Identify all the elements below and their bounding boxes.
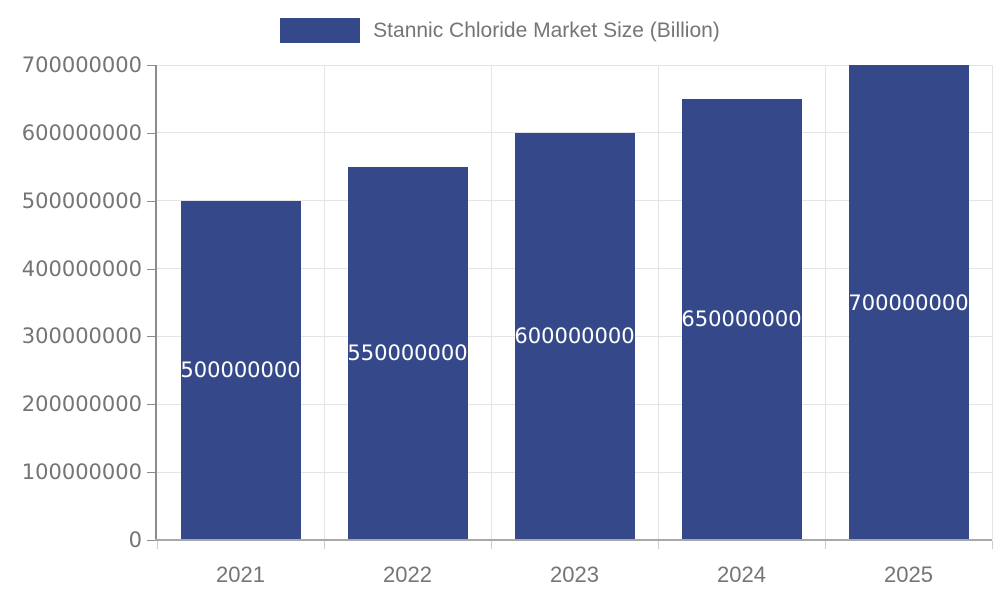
- x-axis-tick: [657, 541, 659, 549]
- x-axis-tick: [323, 541, 325, 549]
- y-axis-tick: [147, 132, 155, 134]
- y-axis-tick: [147, 404, 155, 406]
- bar-2024[interactable]: [681, 98, 802, 540]
- gridline-horizontal: [157, 64, 992, 66]
- y-axis-tick-label: 500000000: [21, 188, 142, 213]
- y-axis-tick-label: 0: [128, 528, 142, 552]
- bar-2025[interactable]: [848, 65, 969, 540]
- gridline-vertical: [991, 65, 993, 540]
- y-axis-tick: [147, 268, 155, 270]
- y-axis-tick-label: 600000000: [21, 120, 142, 145]
- y-axis-tick: [147, 472, 155, 474]
- y-axis-tick-label: 400000000: [21, 256, 142, 281]
- x-axis-line: [155, 539, 992, 541]
- y-axis-line: [155, 65, 157, 540]
- legend-item[interactable]: Stannic Chloride Market Size (Billion): [0, 18, 1000, 43]
- plot-area: 500000000 550000000 600000000 650000000 7000…: [157, 64, 993, 540]
- bar-2021[interactable]: [180, 200, 301, 540]
- gridline-vertical: [490, 65, 492, 540]
- x-axis-tick-label: 2021: [216, 562, 265, 587]
- legend-label: Stannic Chloride Market Size (Billion): [373, 19, 720, 42]
- y-axis-tick-label: 200000000: [21, 392, 142, 417]
- gridline-vertical: [323, 65, 325, 540]
- x-axis-tick-label: 2022: [383, 562, 432, 587]
- y-axis-tick: [147, 200, 155, 202]
- x-axis-tick-label: 2025: [884, 562, 933, 587]
- legend-swatch-icon: [280, 18, 361, 43]
- x-axis-tick: [156, 541, 158, 549]
- x-axis-tick-label: 2023: [550, 562, 599, 587]
- gridline-vertical: [657, 65, 659, 540]
- y-axis-tick: [147, 540, 155, 541]
- y-axis-tick: [147, 65, 155, 66]
- bar-2022[interactable]: [347, 166, 468, 540]
- x-axis-tick: [991, 541, 993, 549]
- gridline-vertical: [824, 65, 826, 540]
- y-axis-tick-label: 100000000: [21, 460, 142, 485]
- y-axis-tick-label: 700000000: [21, 53, 142, 77]
- x-axis-tick-label: 2024: [717, 562, 766, 587]
- bar-2023[interactable]: [514, 132, 635, 540]
- x-axis-tick: [490, 541, 492, 549]
- y-axis-tick: [147, 336, 155, 338]
- x-axis-tick: [824, 541, 826, 549]
- y-axis-tick-label: 300000000: [21, 324, 142, 349]
